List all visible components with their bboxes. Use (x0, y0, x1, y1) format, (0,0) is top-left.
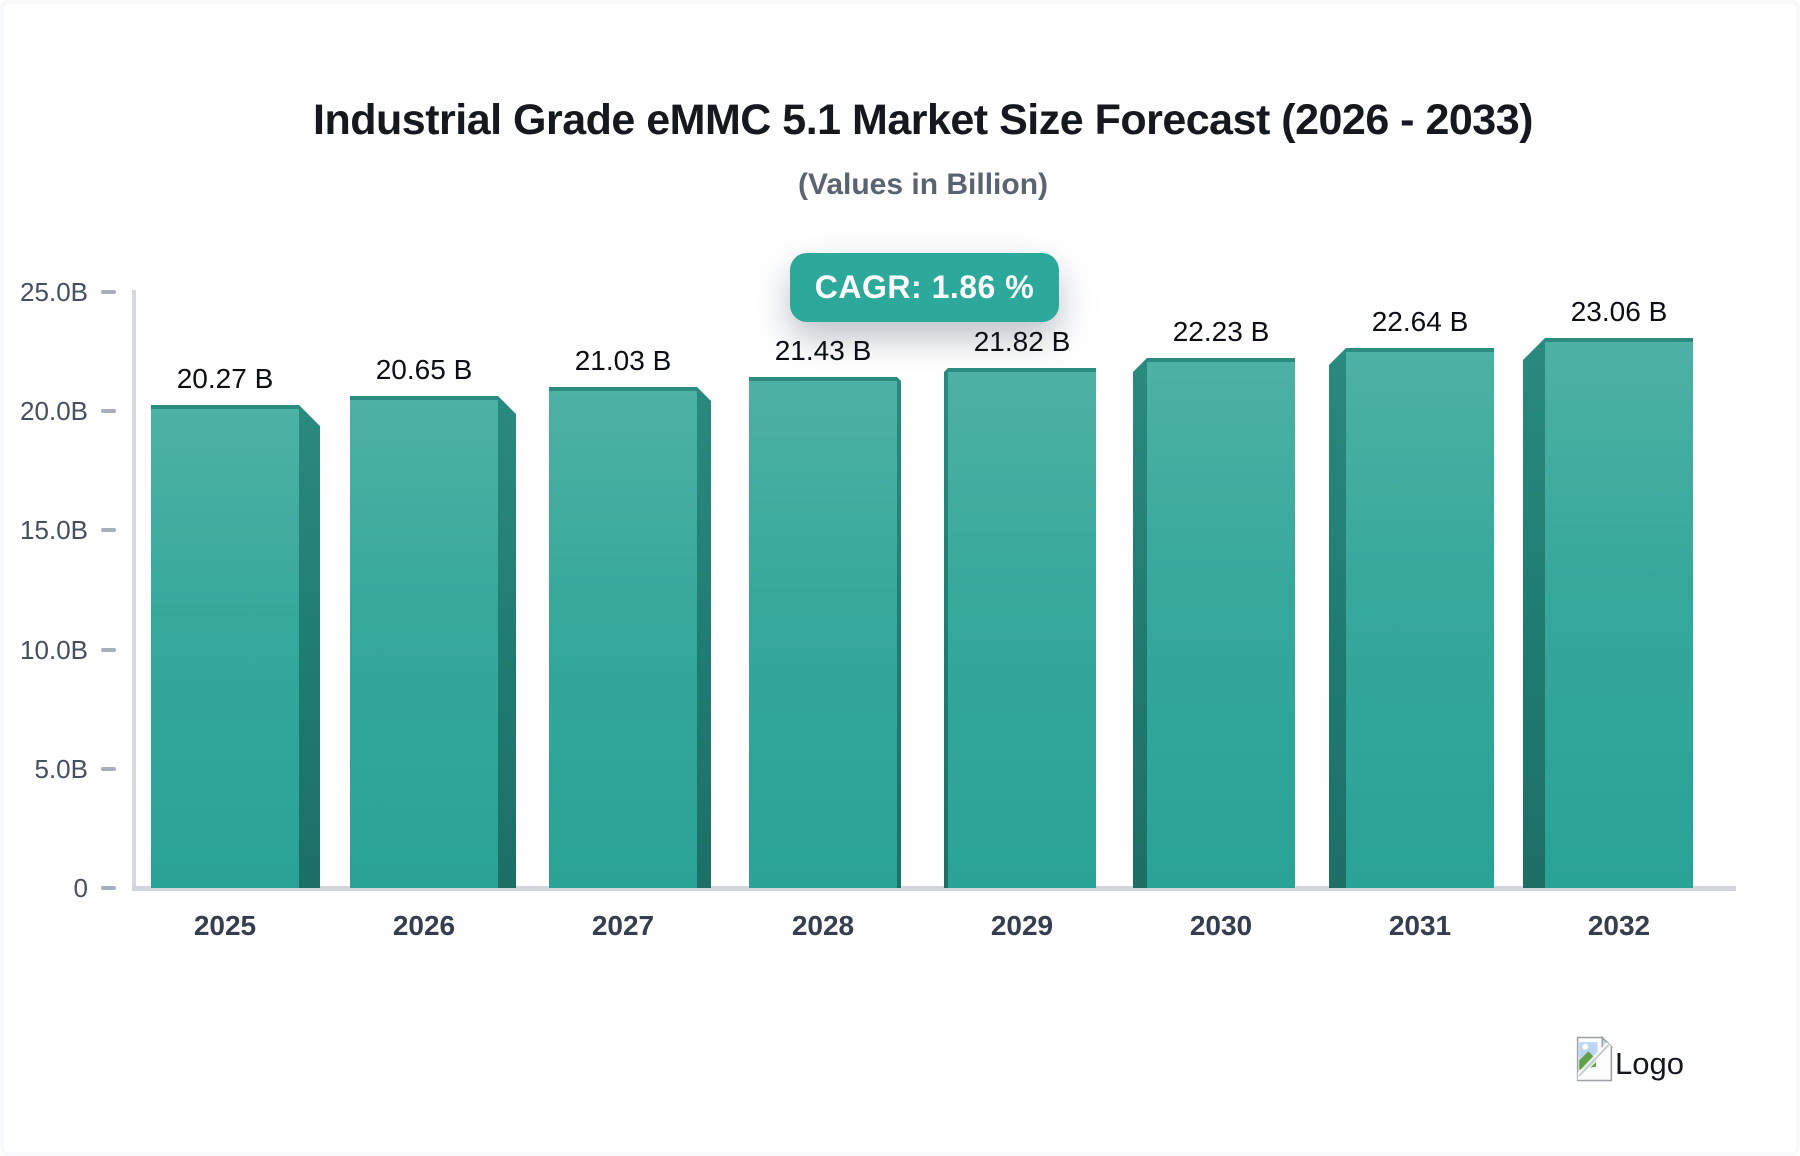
y-axis-tick (101, 886, 116, 890)
bar-value-label: 23.06 B (1570, 296, 1668, 327)
bar-value-label: 20.27 B (176, 363, 274, 394)
x-axis-label-2031: 2031 (1388, 910, 1452, 941)
x-axis-label-2025: 2025 (193, 910, 257, 941)
x-axis-label-2028: 2028 (791, 910, 855, 941)
cagr-badge-label: CAGR: 1.86 % (814, 269, 1035, 305)
bar-3d-side (1523, 338, 1545, 888)
y-axis-line (132, 290, 136, 891)
bar-value-label: 21.43 B (774, 335, 872, 366)
bar-3d-side (498, 396, 516, 888)
bar-2029[interactable]: 21.82 B (944, 326, 1096, 888)
bar-2030[interactable]: 22.23 B (1133, 316, 1295, 888)
cagr-badge: CAGR: 1.86 % (790, 253, 1059, 322)
bar-3d-side (1133, 358, 1147, 888)
bar-2031[interactable]: 22.64 B (1329, 306, 1494, 888)
bar-face (1346, 348, 1494, 888)
y-axis-tick-label: 20.0B (20, 396, 88, 427)
bar-3d-side (897, 377, 901, 888)
bar-2027[interactable]: 21.03 B (549, 345, 711, 888)
bar-2032[interactable]: 23.06 B (1523, 296, 1693, 888)
x-axis-line (132, 886, 1736, 891)
bar-value-label: 22.23 B (1172, 316, 1270, 347)
x-axis-label-2029: 2029 (990, 910, 1054, 941)
bar-value-label: 21.82 B (973, 326, 1071, 357)
bar-3d-side (944, 368, 948, 888)
y-axis-tick (101, 766, 116, 771)
y-axis-tick-label: 5.0B (34, 753, 89, 784)
x-axis-label-2032: 2032 (1587, 910, 1651, 941)
x-axis-label-2026: 2026 (392, 910, 456, 941)
bar-face (350, 396, 498, 888)
bar-3d-side (697, 387, 711, 888)
bar-value-label: 21.03 B (574, 345, 672, 376)
bar-2025[interactable]: 20.27 B (151, 363, 320, 888)
y-axis-tick (101, 528, 116, 533)
bar-face (948, 368, 1096, 888)
bar-face (1147, 358, 1295, 888)
y-axis-tick-label: 15.0B (20, 515, 88, 546)
y-axis-tick-label: 10.0B (20, 634, 88, 665)
logo: Logo (1576, 1036, 1684, 1082)
y-axis-tick (101, 290, 116, 294)
x-axis-label-2027: 2027 (591, 910, 655, 941)
bar-3d-side (1329, 348, 1346, 888)
logo-text: Logo (1615, 1046, 1684, 1081)
bar-2028[interactable]: 21.43 B (749, 335, 901, 888)
y-axis-tick-label: 0 (73, 873, 88, 903)
x-axis-label-2030: 2030 (1189, 910, 1253, 941)
bar-2026[interactable]: 20.65 B (350, 354, 516, 888)
chart-title: Industrial Grade eMMC 5.1 Market Size Fo… (313, 96, 1533, 144)
bar-3d-side (299, 405, 320, 888)
y-axis-tick (101, 647, 116, 652)
bar-face (549, 387, 697, 888)
y-axis-tick (101, 409, 116, 414)
bar-face (151, 405, 299, 888)
bar-face (749, 377, 897, 888)
bar-value-label: 20.65 B (375, 354, 473, 385)
chart-subtitle: (Values in Billion) (797, 168, 1049, 201)
broken-image-icon (1576, 1036, 1614, 1082)
y-axis-tick-label: 25.0B (20, 277, 88, 307)
bar-value-label: 22.64 B (1371, 306, 1469, 337)
bar-face (1545, 338, 1693, 888)
